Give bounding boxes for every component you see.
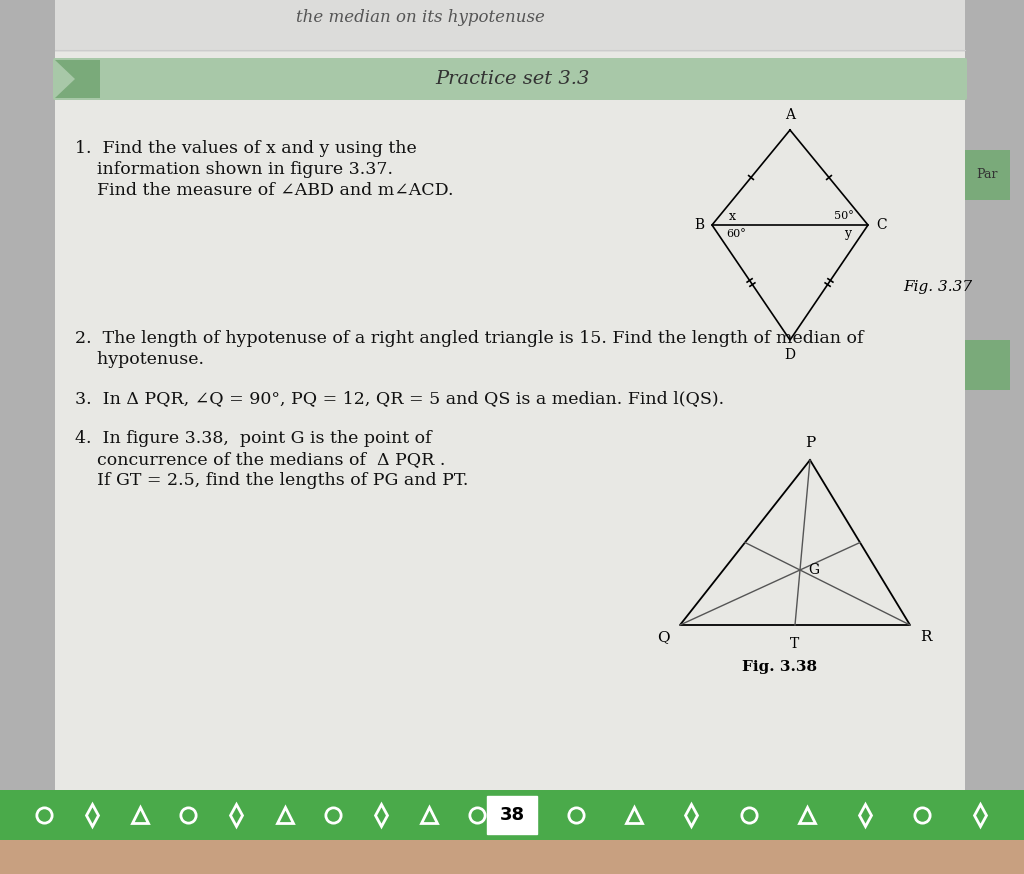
Text: Find the measure of ∠ABD and m∠ACD.: Find the measure of ∠ABD and m∠ACD.: [75, 182, 454, 199]
Polygon shape: [55, 60, 100, 98]
Text: If GT = 2.5, find the lengths of PG and PT.: If GT = 2.5, find the lengths of PG and …: [75, 472, 468, 489]
Text: A: A: [785, 108, 795, 122]
Text: Par: Par: [976, 169, 997, 182]
Text: y: y: [845, 227, 852, 240]
Text: Fig. 3.37: Fig. 3.37: [903, 280, 972, 294]
Text: 50°: 50°: [835, 211, 854, 221]
FancyBboxPatch shape: [55, 0, 965, 52]
Text: Fig. 3.38: Fig. 3.38: [742, 660, 817, 674]
Text: information shown in figure 3.37.: information shown in figure 3.37.: [75, 161, 393, 178]
Text: D: D: [784, 348, 796, 362]
FancyBboxPatch shape: [0, 790, 1024, 840]
Text: Practice set 3.3: Practice set 3.3: [435, 70, 589, 88]
Text: concurrence of the medians of  Δ PQR .: concurrence of the medians of Δ PQR .: [75, 451, 445, 468]
Text: x: x: [728, 210, 735, 223]
Text: the median on its hypotenuse: the median on its hypotenuse: [296, 10, 545, 26]
FancyBboxPatch shape: [965, 150, 1010, 200]
FancyBboxPatch shape: [487, 796, 537, 834]
Text: 1.  Find the values of x and y using the: 1. Find the values of x and y using the: [75, 140, 417, 157]
Text: hypotenuse.: hypotenuse.: [75, 351, 204, 368]
Text: P: P: [805, 436, 815, 450]
FancyBboxPatch shape: [55, 0, 965, 820]
Text: 60°: 60°: [726, 229, 745, 239]
Text: Q: Q: [657, 630, 670, 644]
Text: R: R: [920, 630, 932, 644]
Text: 38: 38: [500, 806, 524, 824]
FancyBboxPatch shape: [965, 340, 1010, 390]
FancyBboxPatch shape: [53, 58, 967, 100]
Text: B: B: [694, 218, 705, 232]
FancyBboxPatch shape: [0, 840, 1024, 874]
Text: T: T: [791, 637, 800, 651]
Text: G: G: [808, 563, 819, 577]
Text: 4.  In figure 3.38,  point G is the point of: 4. In figure 3.38, point G is the point …: [75, 430, 432, 447]
Text: C: C: [876, 218, 887, 232]
Text: 2.  The length of hypotenuse of a right angled triangle is 15. Find the length o: 2. The length of hypotenuse of a right a…: [75, 330, 863, 347]
Text: 3.  In Δ PQR, ∠Q = 90°, PQ = 12, QR = 5 and QS is a median. Find l(QS).: 3. In Δ PQR, ∠Q = 90°, PQ = 12, QR = 5 a…: [75, 390, 724, 407]
